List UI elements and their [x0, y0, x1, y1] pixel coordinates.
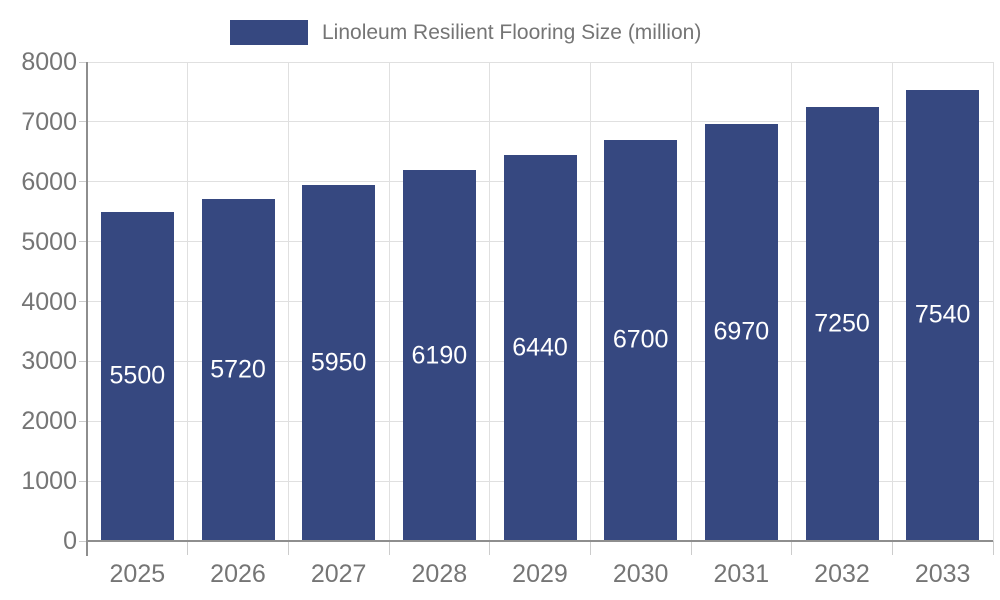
bar-2032 — [805, 106, 879, 541]
gridline-x — [791, 62, 793, 541]
y-axis-label: 2000 — [21, 407, 77, 436]
x-tick-mark — [489, 541, 491, 555]
x-axis-label: 2029 — [512, 560, 568, 588]
gridline-x — [388, 62, 390, 541]
bar-value-label: 7250 — [814, 309, 870, 338]
y-tick-mark — [79, 61, 87, 63]
x-tick-mark — [287, 541, 289, 555]
y-tick-mark — [79, 181, 87, 183]
gridline-x — [287, 62, 289, 541]
bar-value-label: 6700 — [612, 325, 669, 354]
gridline-x — [891, 62, 893, 541]
y-axis-label: 7000 — [21, 107, 77, 136]
x-axis-label: 2027 — [310, 560, 367, 588]
y-axis-label: 5000 — [21, 227, 77, 256]
y-tick-mark — [79, 540, 87, 542]
x-axis-label: 2030 — [612, 560, 669, 588]
bar-2027 — [302, 184, 376, 541]
x-axis-label: 2031 — [713, 560, 770, 588]
legend-label: Linoleum Resilient Flooring Size (millio… — [322, 21, 702, 44]
gridline-x — [187, 62, 189, 541]
bar-value-label: 6190 — [411, 341, 468, 370]
bar-value-label: 6440 — [512, 333, 568, 362]
bar-value-label: 5950 — [310, 348, 367, 377]
y-tick-mark — [79, 360, 87, 362]
gridline-y-8000 — [87, 61, 993, 63]
bar-2026 — [201, 198, 275, 541]
x-axis-line — [87, 540, 993, 542]
gridline-y-7000 — [87, 121, 993, 123]
x-tick-mark — [690, 541, 692, 555]
x-axis-label: 2026 — [210, 560, 266, 588]
x-tick-mark — [187, 541, 189, 555]
y-tick-mark — [79, 420, 87, 422]
bar-value-label: 7540 — [914, 300, 971, 329]
x-tick-mark — [388, 541, 390, 555]
bar-2033 — [906, 89, 980, 541]
y-axis-label: 3000 — [21, 347, 77, 376]
x-axis-label: 2025 — [109, 560, 166, 588]
y-tick-mark — [79, 301, 87, 302]
y-tick-mark — [79, 121, 87, 123]
y-axis-label: 4000 — [21, 287, 77, 316]
bar-2025 — [100, 211, 174, 541]
x-tick-mark — [791, 541, 793, 555]
bar-2029 — [503, 155, 577, 541]
y-axis-label: 8000 — [21, 48, 77, 76]
y-axis-label: 0 — [63, 527, 77, 555]
x-tick-mark — [589, 541, 591, 555]
y-tick-mark — [79, 241, 87, 243]
gridline-x — [690, 62, 692, 541]
y-axis-line — [86, 62, 88, 556]
bar-value-label: 5500 — [109, 361, 166, 390]
x-tick-mark — [992, 541, 994, 555]
bar-value-label: 6970 — [713, 317, 770, 346]
legend-swatch — [230, 20, 308, 45]
bar-2031 — [704, 123, 778, 541]
y-axis-label: 1000 — [21, 467, 77, 496]
bar-2028 — [402, 170, 476, 541]
gridline-x — [489, 62, 491, 541]
y-tick-mark — [79, 480, 87, 482]
gridline-x — [589, 62, 591, 541]
y-axis-label: 6000 — [21, 167, 77, 196]
x-axis-label: 2028 — [411, 560, 468, 588]
x-axis-label: 2032 — [814, 560, 870, 588]
bar-2030 — [604, 139, 678, 541]
gridline-x — [992, 62, 994, 541]
bar-value-label: 5720 — [210, 355, 266, 384]
x-tick-mark — [891, 541, 893, 555]
x-axis-label: 2033 — [914, 560, 971, 588]
